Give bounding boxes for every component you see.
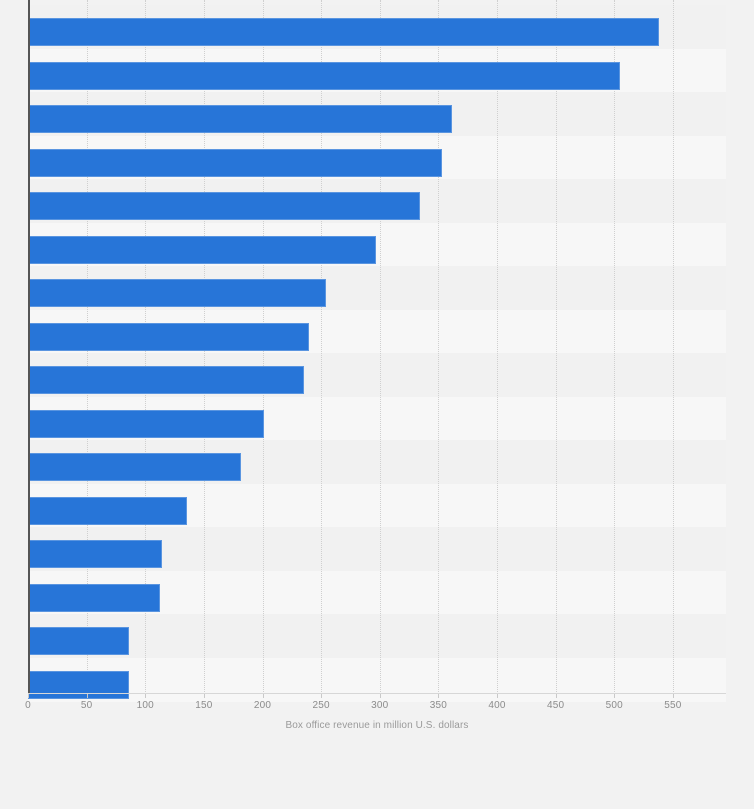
tick-mark (28, 694, 29, 698)
gridline (614, 0, 616, 694)
x-tick-label: 400 (488, 700, 506, 711)
bar[interactable] (28, 279, 326, 307)
x-tick-label: 300 (371, 700, 389, 711)
gridline (438, 0, 440, 694)
bar[interactable] (28, 322, 310, 351)
bar[interactable] (28, 409, 264, 438)
bar[interactable] (28, 496, 188, 525)
tick-mark (145, 694, 147, 698)
row-band (28, 614, 726, 658)
x-tick-label: 200 (253, 700, 272, 711)
tick-mark (379, 694, 381, 698)
bar[interactable] (28, 670, 129, 699)
gridline (379, 0, 381, 694)
bar[interactable] (28, 540, 162, 568)
tick-mark (555, 694, 557, 698)
row-band (28, 657, 726, 702)
bar[interactable] (28, 61, 621, 90)
footer-spacer (0, 740, 754, 809)
x-tick-label: 350 (429, 700, 448, 711)
bar[interactable] (28, 627, 129, 655)
tick-mark (86, 694, 88, 698)
x-tick-label: 100 (136, 700, 154, 711)
x-tick-label: 250 (312, 700, 330, 711)
bar[interactable] (28, 18, 659, 46)
bar[interactable] (28, 583, 161, 612)
gridline (555, 0, 557, 694)
bar[interactable] (28, 366, 304, 394)
bar[interactable] (28, 453, 242, 481)
bar[interactable] (28, 105, 453, 133)
tick-mark (438, 694, 440, 698)
x-tick-label: 50 (80, 700, 93, 711)
tick-mark (497, 694, 498, 698)
tick-mark (614, 694, 616, 698)
bar[interactable] (28, 148, 442, 177)
x-tick-label: 450 (546, 700, 565, 711)
tick-mark (672, 694, 674, 698)
plot-area (28, 0, 726, 702)
gridline (497, 0, 498, 694)
x-axis-title: Box office revenue in million U.S. dolla… (285, 720, 469, 731)
x-tick-label: 150 (195, 700, 213, 711)
tick-mark (321, 694, 323, 698)
gridline (672, 0, 674, 694)
gridline (321, 0, 323, 694)
x-tick-label: 500 (605, 700, 623, 711)
bar[interactable] (28, 192, 420, 220)
bar[interactable] (28, 235, 377, 264)
x-tick-label: 550 (664, 700, 682, 711)
tick-mark (262, 694, 264, 698)
tick-mark (203, 694, 205, 698)
y-axis-line (28, 0, 30, 694)
x-axis-line (28, 693, 726, 694)
x-tick-label: 0 (25, 700, 31, 711)
